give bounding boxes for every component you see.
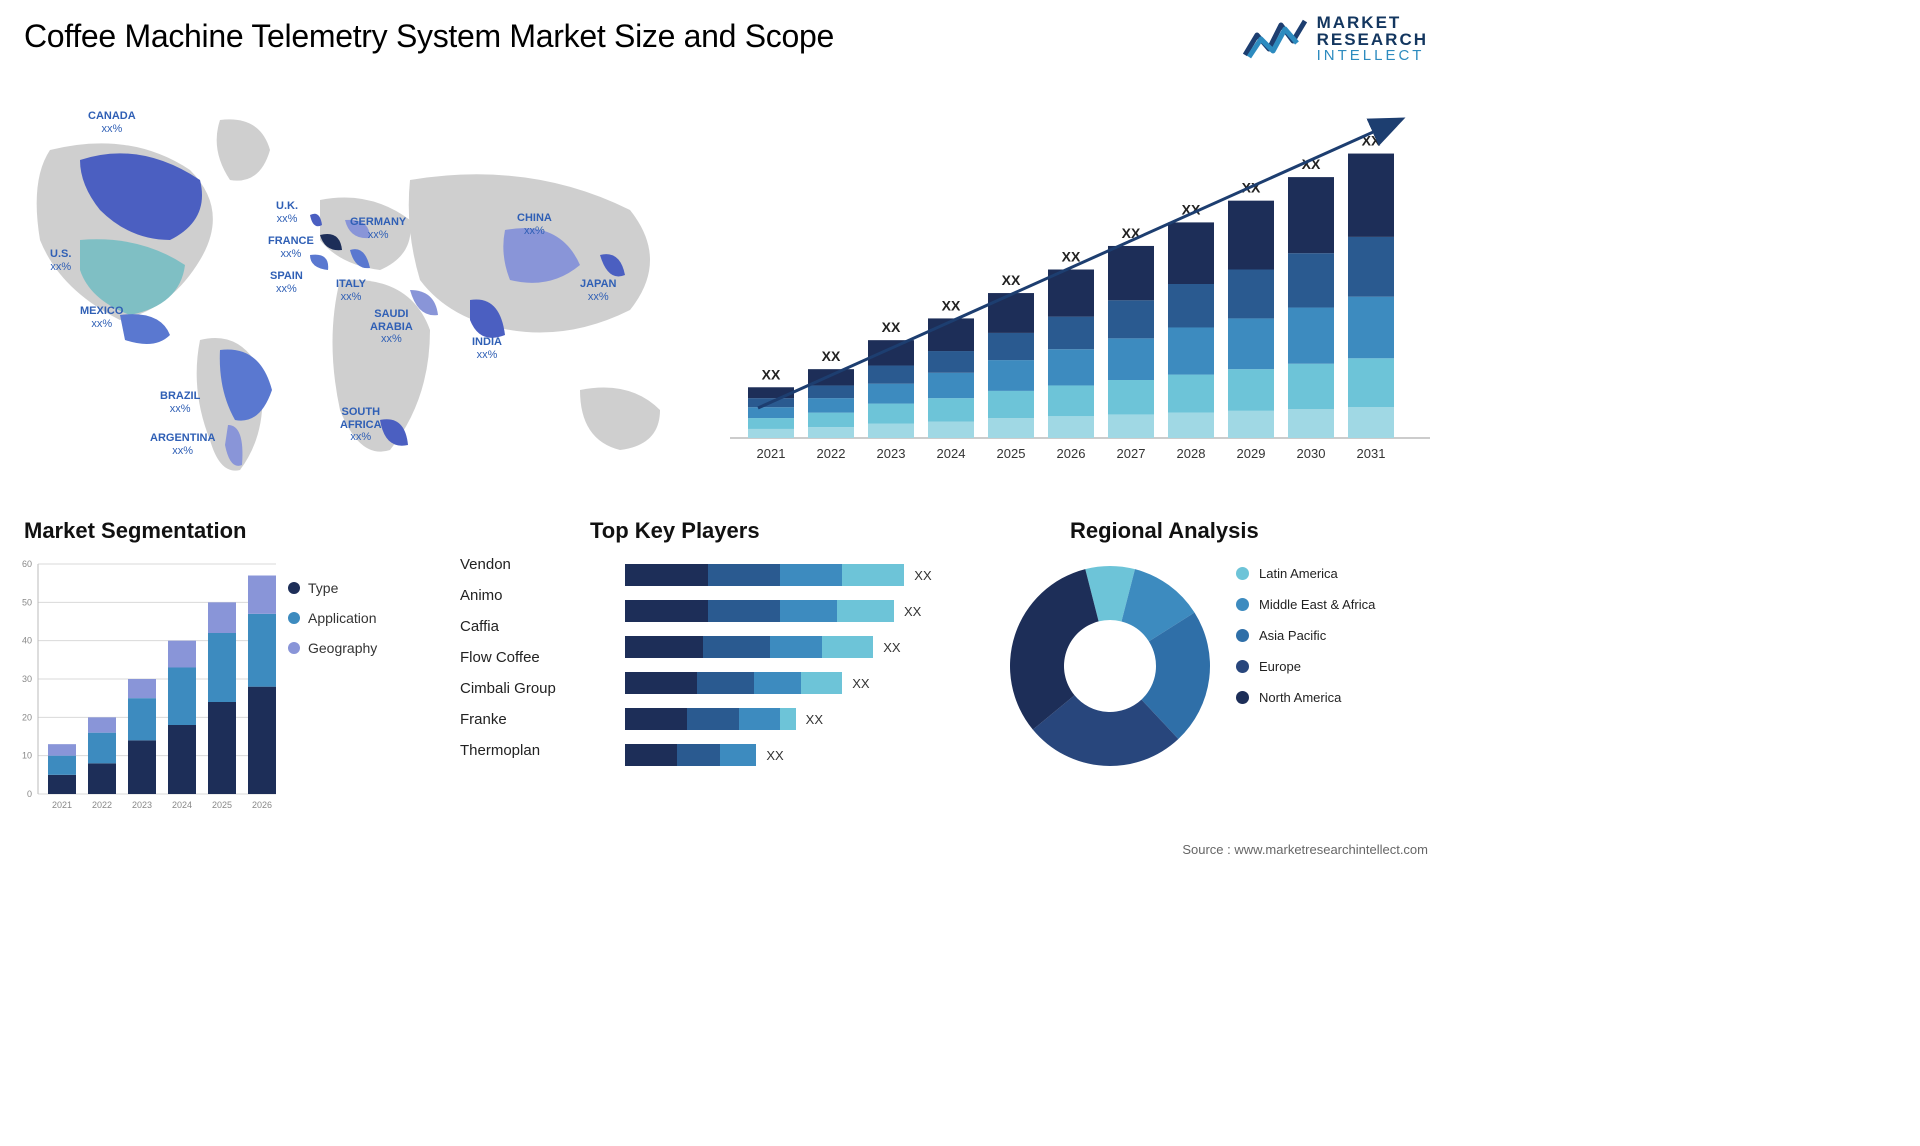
svg-text:2026: 2026 [252,800,272,810]
map-label: ARGENTINAxx% [150,432,215,457]
map-label: BRAZILxx% [160,390,200,415]
regional-donut-chart [1000,556,1220,776]
players-name-list: Vendon Animo Caffia Flow Coffee Cimbali Grou… [460,556,580,773]
regional-legend-item: North America [1236,690,1375,705]
svg-text:2023: 2023 [132,800,152,810]
svg-text:60: 60 [22,559,32,569]
svg-text:2024: 2024 [937,446,966,461]
map-label: SPAINxx% [270,270,303,295]
player-bar-row: XX [625,670,985,696]
segmentation-legend-item: Geography [288,640,377,656]
map-label: SAUDIARABIAxx% [370,308,413,346]
segmentation-legend: Type Application Geography [288,580,377,670]
player-bar-row: XX [625,742,985,768]
player-name: Flow Coffee [460,649,580,666]
player-name: Franke [460,711,580,728]
svg-text:2027: 2027 [1117,446,1146,461]
svg-text:2025: 2025 [212,800,232,810]
logo-text-line3: INTELLECT [1317,48,1428,63]
player-name: Cimbali Group [460,680,580,697]
svg-text:XX: XX [1002,272,1021,288]
map-label: CANADAxx% [88,110,136,135]
player-name: Vendon [460,556,580,573]
player-name: Animo [460,587,580,604]
map-label: U.S.xx% [50,248,71,273]
main-chart-svg: XX2021XX2022XX2023XX2024XX2025XX2026XX20… [730,90,1430,470]
players-bar-chart: XX XX XX XX XX XX [625,562,985,812]
segmentation-heading: Market Segmentation [24,518,247,544]
regional-legend-item: Latin America [1236,566,1375,581]
map-label: ITALYxx% [336,278,366,303]
svg-text:2026: 2026 [1057,446,1086,461]
player-bar-row: XX [625,706,985,732]
svg-text:2031: 2031 [1357,446,1386,461]
svg-text:XX: XX [942,297,961,313]
map-label: FRANCExx% [268,235,314,260]
regional-legend: Latin America Middle East & Africa Asia Pa… [1236,566,1375,721]
segmentation-legend-item: Type [288,580,377,596]
svg-text:2029: 2029 [1237,446,1266,461]
map-label: MEXICOxx% [80,305,123,330]
main-forecast-chart: XX2021XX2022XX2023XX2024XX2025XX2026XX20… [730,90,1430,470]
svg-text:30: 30 [22,674,32,684]
map-label: INDIAxx% [472,336,502,361]
svg-text:2030: 2030 [1297,446,1326,461]
player-bar-row: XX [625,562,985,588]
svg-text:2022: 2022 [817,446,846,461]
logo-text-line1: MARKET [1317,14,1428,31]
svg-text:2021: 2021 [757,446,786,461]
regional-legend-item: Middle East & Africa [1236,597,1375,612]
svg-text:2028: 2028 [1177,446,1206,461]
svg-text:2022: 2022 [92,800,112,810]
svg-text:0: 0 [27,789,32,799]
svg-text:2024: 2024 [172,800,192,810]
regional-heading: Regional Analysis [1070,518,1259,544]
player-name: Caffia [460,618,580,635]
svg-text:40: 40 [22,636,32,646]
svg-text:2025: 2025 [997,446,1026,461]
logo-text: MARKET RESEARCH INTELLECT [1317,14,1428,63]
source-citation: Source : www.marketresearchintellect.com [1182,842,1428,857]
svg-text:2021: 2021 [52,800,72,810]
svg-text:XX: XX [1062,249,1081,265]
player-bar-row: XX [625,634,985,660]
svg-text:2023: 2023 [877,446,906,461]
regional-legend-item: Asia Pacific [1236,628,1375,643]
svg-text:50: 50 [22,597,32,607]
map-label: SOUTHAFRICAxx% [340,406,382,444]
map-label: CHINAxx% [517,212,552,237]
brand-logo: MARKET RESEARCH INTELLECT [1243,14,1428,63]
logo-text-line2: RESEARCH [1317,31,1428,48]
svg-text:XX: XX [822,348,841,364]
players-heading: Top Key Players [590,518,760,544]
donut-svg [1000,556,1220,776]
player-bar-row: XX [625,598,985,624]
player-name: Thermoplan [460,742,580,759]
map-label: U.K.xx% [276,200,298,225]
segmentation-legend-item: Application [288,610,377,626]
page-title: Coffee Machine Telemetry System Market S… [24,18,834,55]
segmentation-chart: 0 10 20 30 40 50 60 2021 2022 2023 2024 2025 2026 [10,556,280,816]
world-map: CANADAxx% U.S.xx% MEXICOxx% BRAZILxx% ARGENT… [10,90,710,480]
svg-text:20: 20 [22,712,32,722]
svg-text:XX: XX [882,319,901,335]
svg-text:XX: XX [762,366,781,382]
svg-text:10: 10 [22,751,32,761]
regional-legend-item: Europe [1236,659,1375,674]
map-label: GERMANYxx% [350,216,406,241]
logo-mark-icon [1243,17,1307,61]
segmentation-chart-svg: 0 10 20 30 40 50 60 2021 2022 2023 2024 2025 2026 [10,556,280,816]
map-label: JAPANxx% [580,278,616,303]
